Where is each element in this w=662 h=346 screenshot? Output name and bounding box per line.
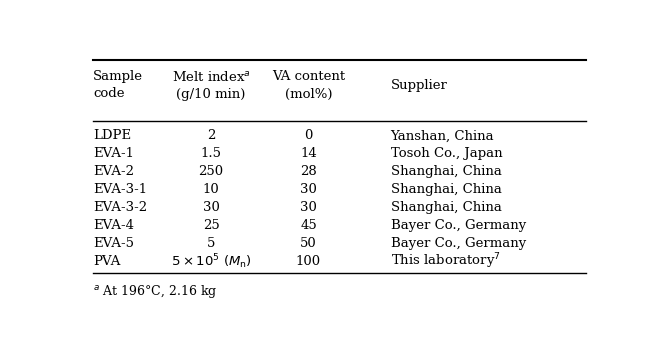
Text: EVA-1: EVA-1 [93, 147, 134, 160]
Text: Bayer Co., Germany: Bayer Co., Germany [391, 219, 526, 232]
Text: 100: 100 [296, 255, 321, 268]
Text: Shanghai, China: Shanghai, China [391, 183, 501, 196]
Text: EVA-3-2: EVA-3-2 [93, 201, 147, 214]
Text: Supplier: Supplier [391, 79, 448, 92]
Text: 0: 0 [305, 129, 312, 142]
Text: 30: 30 [300, 201, 317, 214]
Text: PVA: PVA [93, 255, 120, 268]
Text: Shanghai, China: Shanghai, China [391, 201, 501, 214]
Text: 10: 10 [203, 183, 219, 196]
Text: Sample
code: Sample code [93, 71, 143, 100]
Text: Bayer Co., Germany: Bayer Co., Germany [391, 237, 526, 250]
Text: 50: 50 [300, 237, 317, 250]
Text: 14: 14 [300, 147, 317, 160]
Text: 2: 2 [207, 129, 215, 142]
Text: VA content
(mol%): VA content (mol%) [272, 71, 345, 100]
Text: Tosoh Co., Japan: Tosoh Co., Japan [391, 147, 502, 160]
Text: $^a$ At 196°C, 2.16 kg: $^a$ At 196°C, 2.16 kg [93, 283, 218, 300]
Text: 250: 250 [199, 165, 224, 178]
Text: Melt index$^a$
(g/10 min): Melt index$^a$ (g/10 min) [171, 70, 250, 101]
Text: EVA-5: EVA-5 [93, 237, 134, 250]
Text: 5: 5 [207, 237, 215, 250]
Text: 45: 45 [300, 219, 317, 232]
Text: 1.5: 1.5 [201, 147, 222, 160]
Text: 30: 30 [203, 201, 219, 214]
Text: LDPE: LDPE [93, 129, 131, 142]
Text: EVA-4: EVA-4 [93, 219, 134, 232]
Text: EVA-3-1: EVA-3-1 [93, 183, 147, 196]
Text: 30: 30 [300, 183, 317, 196]
Text: This laboratory$^{7}$: This laboratory$^{7}$ [391, 252, 500, 272]
Text: EVA-2: EVA-2 [93, 165, 134, 178]
Text: Yanshan, China: Yanshan, China [391, 129, 495, 142]
Text: $5 \times 10^{5}$ $(M_{\mathrm{n}})$: $5 \times 10^{5}$ $(M_{\mathrm{n}})$ [171, 252, 252, 271]
Text: 25: 25 [203, 219, 219, 232]
Text: Shanghai, China: Shanghai, China [391, 165, 501, 178]
Text: 28: 28 [300, 165, 317, 178]
